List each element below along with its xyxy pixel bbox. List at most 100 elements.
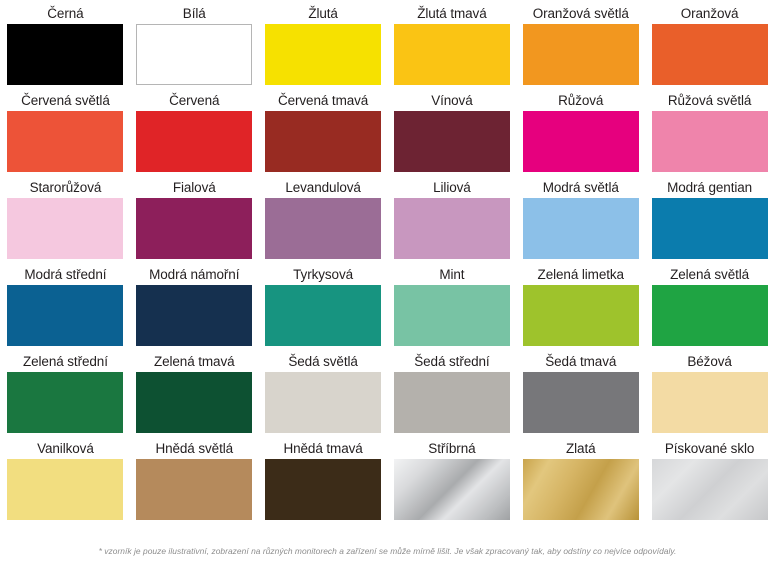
swatch-label: Modrá střední bbox=[24, 266, 107, 282]
swatch-cell[interactable]: Tyrkysová bbox=[264, 265, 383, 352]
swatch-label: Šedá tmavá bbox=[545, 353, 617, 369]
swatch-label: Růžová bbox=[558, 92, 604, 108]
swatch-color-chip[interactable] bbox=[265, 111, 382, 172]
swatch-color-chip[interactable] bbox=[265, 24, 382, 85]
swatch-label: Vínová bbox=[431, 92, 473, 108]
swatch-label: Stříbrná bbox=[428, 440, 476, 456]
swatch-cell[interactable]: Šedá střední bbox=[393, 352, 512, 439]
swatch-cell[interactable]: Oranžová světlá bbox=[521, 4, 640, 91]
swatch-label: Černá bbox=[47, 5, 84, 21]
swatch-color-chip[interactable] bbox=[136, 285, 253, 346]
swatch-cell[interactable]: Žlutá tmavá bbox=[393, 4, 512, 91]
swatch-label: Liliová bbox=[433, 179, 471, 195]
swatch-label: Žlutá bbox=[308, 5, 338, 21]
swatch-color-chip[interactable] bbox=[7, 24, 124, 85]
swatch-label: Hnědá světlá bbox=[155, 440, 234, 456]
footnote-disclaimer: * vzorník je pouze ilustrativní, zobraze… bbox=[98, 546, 677, 556]
swatch-color-chip[interactable] bbox=[522, 24, 639, 85]
swatch-color-chip[interactable] bbox=[522, 459, 639, 520]
swatch-color-chip[interactable] bbox=[393, 198, 510, 259]
swatch-cell[interactable]: Fialová bbox=[135, 178, 254, 265]
swatch-cell[interactable]: Zelená limetka bbox=[521, 265, 640, 352]
swatch-color-chip[interactable] bbox=[393, 111, 510, 172]
swatch-cell[interactable]: Oranžová bbox=[650, 4, 769, 91]
swatch-label: Mint bbox=[439, 266, 465, 282]
swatch-color-chip[interactable] bbox=[136, 24, 253, 85]
swatch-cell[interactable]: Vínová bbox=[393, 91, 512, 178]
swatch-color-chip[interactable] bbox=[651, 372, 768, 433]
swatch-label: Béžová bbox=[687, 353, 732, 369]
swatch-cell[interactable]: Zlatá bbox=[521, 439, 640, 526]
swatch-color-chip[interactable] bbox=[136, 111, 253, 172]
swatch-color-chip[interactable] bbox=[7, 111, 124, 172]
swatch-color-chip[interactable] bbox=[7, 198, 124, 259]
swatch-cell[interactable]: Zelená tmavá bbox=[135, 352, 254, 439]
swatch-color-chip[interactable] bbox=[265, 285, 382, 346]
swatch-label: Oranžová světlá bbox=[532, 5, 629, 21]
swatch-color-chip[interactable] bbox=[136, 459, 253, 520]
swatch-cell[interactable]: Bílá bbox=[135, 4, 254, 91]
swatch-color-chip[interactable] bbox=[7, 372, 124, 433]
swatch-color-chip[interactable] bbox=[265, 372, 382, 433]
swatch-cell[interactable]: Liliová bbox=[393, 178, 512, 265]
swatch-cell[interactable]: Pískované sklo bbox=[650, 439, 769, 526]
swatch-color-chip[interactable] bbox=[651, 24, 768, 85]
swatch-cell[interactable]: Zelená světlá bbox=[650, 265, 769, 352]
swatch-cell[interactable]: Červená bbox=[135, 91, 254, 178]
swatch-cell[interactable]: Hnědá světlá bbox=[135, 439, 254, 526]
swatch-color-chip[interactable] bbox=[7, 285, 124, 346]
swatch-label: Zelená limetka bbox=[537, 266, 624, 282]
swatch-label: Modrá gentian bbox=[667, 179, 753, 195]
swatch-color-chip[interactable] bbox=[522, 372, 639, 433]
swatch-cell[interactable]: Šedá světlá bbox=[264, 352, 383, 439]
swatch-label: Zlatá bbox=[565, 440, 596, 456]
swatch-color-chip[interactable] bbox=[522, 198, 639, 259]
swatch-cell[interactable]: Černá bbox=[6, 4, 125, 91]
swatch-color-chip[interactable] bbox=[651, 198, 768, 259]
swatch-cell[interactable]: Mint bbox=[393, 265, 512, 352]
swatch-cell[interactable]: Modrá světlá bbox=[521, 178, 640, 265]
swatch-color-chip[interactable] bbox=[393, 459, 510, 520]
swatch-cell[interactable]: Modrá střední bbox=[6, 265, 125, 352]
swatch-cell[interactable]: Žlutá bbox=[264, 4, 383, 91]
color-swatch-grid: Černá Bílá Žlutá Žlutá tmavá Oranžová světlá… bbox=[6, 4, 769, 526]
swatch-cell[interactable]: Modrá gentian bbox=[650, 178, 769, 265]
swatch-color-chip[interactable] bbox=[651, 111, 768, 172]
swatch-label: Zelená tmavá bbox=[153, 353, 235, 369]
swatch-cell[interactable]: Červená světlá bbox=[6, 91, 125, 178]
swatch-color-chip[interactable] bbox=[522, 285, 639, 346]
swatch-cell[interactable]: Starorůžová bbox=[6, 178, 125, 265]
swatch-color-chip[interactable] bbox=[265, 459, 382, 520]
swatch-label: Bílá bbox=[182, 5, 206, 21]
swatch-cell[interactable]: Zelená střední bbox=[6, 352, 125, 439]
swatch-label: Šedá světlá bbox=[288, 353, 358, 369]
swatch-label: Červená světlá bbox=[21, 92, 110, 108]
swatch-cell[interactable]: Vanilková bbox=[6, 439, 125, 526]
swatch-color-chip[interactable] bbox=[136, 372, 253, 433]
swatch-cell[interactable]: Levandulová bbox=[264, 178, 383, 265]
swatch-color-chip[interactable] bbox=[393, 285, 510, 346]
swatch-label: Oranžová bbox=[680, 5, 739, 21]
swatch-cell[interactable]: Červená tmavá bbox=[264, 91, 383, 178]
swatch-color-chip[interactable] bbox=[7, 459, 124, 520]
swatch-cell[interactable]: Růžová světlá bbox=[650, 91, 769, 178]
swatch-color-chip[interactable] bbox=[393, 24, 510, 85]
swatch-color-chip[interactable] bbox=[136, 198, 253, 259]
swatch-label: Šedá střední bbox=[414, 353, 490, 369]
swatch-label: Modrá námořní bbox=[149, 266, 240, 282]
swatch-cell[interactable]: Šedá tmavá bbox=[521, 352, 640, 439]
swatch-color-chip[interactable] bbox=[393, 372, 510, 433]
swatch-label: Modrá světlá bbox=[542, 179, 619, 195]
swatch-cell[interactable]: Růžová bbox=[521, 91, 640, 178]
swatch-color-chip[interactable] bbox=[265, 198, 382, 259]
swatch-cell[interactable]: Hnědá tmavá bbox=[264, 439, 383, 526]
swatch-color-chip[interactable] bbox=[522, 111, 639, 172]
swatch-label: Zelená světlá bbox=[670, 266, 750, 282]
swatch-cell[interactable]: Stříbrná bbox=[393, 439, 512, 526]
swatch-color-chip[interactable] bbox=[651, 285, 768, 346]
swatch-cell[interactable]: Béžová bbox=[650, 352, 769, 439]
swatch-label: Růžová světlá bbox=[667, 92, 752, 108]
swatch-color-chip[interactable] bbox=[651, 459, 768, 520]
swatch-cell[interactable]: Modrá námořní bbox=[135, 265, 254, 352]
